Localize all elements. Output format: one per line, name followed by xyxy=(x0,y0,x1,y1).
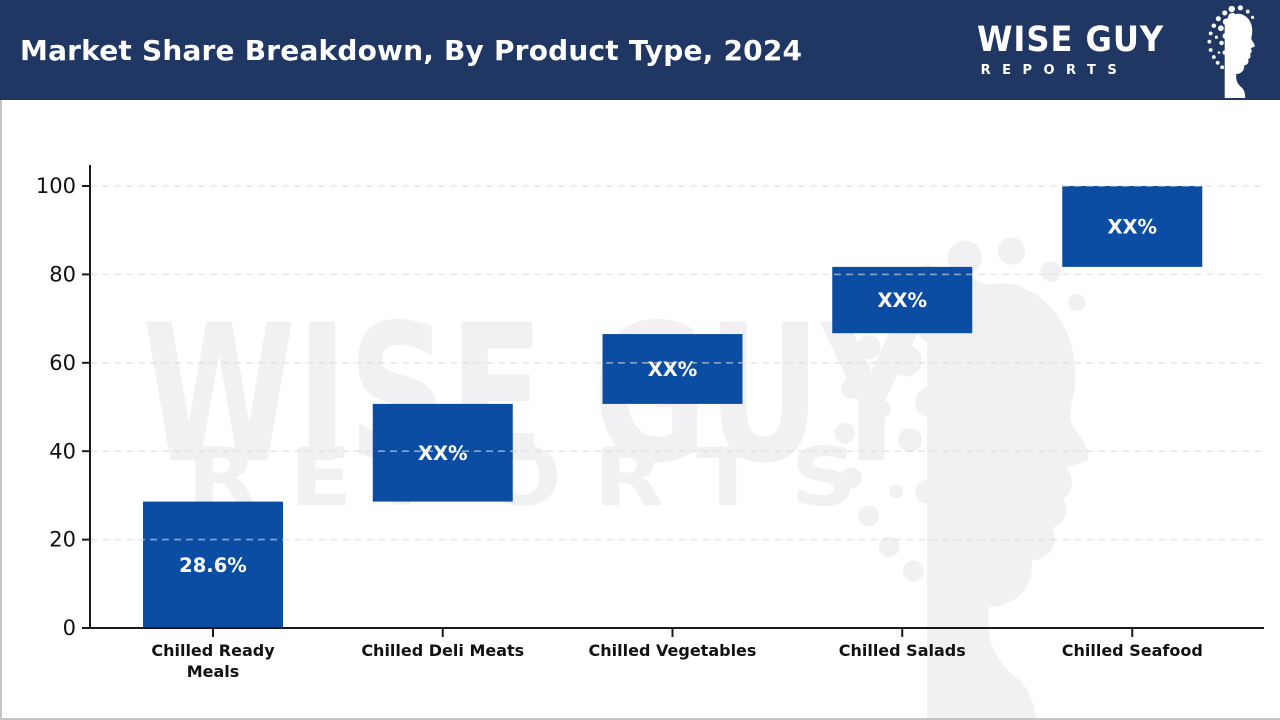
x-label-chilled-salads: Chilled Salads xyxy=(839,641,966,660)
bar-chilled-ready-meals: 28.6% xyxy=(143,501,283,628)
svg-text:XX%: XX% xyxy=(1107,215,1157,238)
bar-chilled-vegetables: XX% xyxy=(602,334,743,404)
chart-area: WISE GUY R E P O R T S 28.6% XX% XX% XX% XX% 0… xyxy=(0,100,1280,720)
svg-text:XX%: XX% xyxy=(877,289,927,312)
bar-chilled-seafood: XX% xyxy=(1062,186,1203,267)
y-tick-label-80: 80 xyxy=(49,263,76,287)
x-label-chilled-ready-meals: Chilled Ready Meals xyxy=(151,641,275,681)
svg-text:28.6%: 28.6% xyxy=(179,554,247,577)
page-title: Market Share Breakdown, By Product Type,… xyxy=(20,33,803,67)
y-tick-label-20: 20 xyxy=(49,528,76,552)
y-tick-label-60: 60 xyxy=(49,351,76,375)
bottom-hairline xyxy=(2,718,1280,720)
waterfall-chart: 28.6% XX% XX% XX% XX% 0 20 40 60 80 100 Chilled Rea… xyxy=(36,165,1264,681)
y-tick-label-0: 0 xyxy=(63,616,76,640)
bar-chilled-deli-meats: XX% xyxy=(372,403,513,502)
x-label-chilled-seafood: Chilled Seafood xyxy=(1062,641,1203,660)
svg-text:XX%: XX% xyxy=(418,442,468,465)
y-tick-label-100: 100 xyxy=(36,174,76,198)
y-tick-label-40: 40 xyxy=(49,439,76,463)
wise-guy-logo: WISE GUY REPORTS xyxy=(977,0,1270,100)
x-label-chilled-vegetables: Chilled Vegetables xyxy=(589,641,757,660)
head-silhouette-icon xyxy=(1207,5,1255,98)
logo-text: WISE GUY REPORTS xyxy=(976,19,1180,78)
svg-text:XX%: XX% xyxy=(648,358,698,381)
header: Market Share Breakdown, By Product Type,… xyxy=(0,0,1280,100)
logo-subtext: REPORTS xyxy=(980,62,1129,78)
x-label-chilled-deli-meats: Chilled Deli Meats xyxy=(361,641,524,660)
logo-wordmark: WISE GUY xyxy=(976,19,1164,60)
bar-chilled-salads: XX% xyxy=(832,266,973,334)
